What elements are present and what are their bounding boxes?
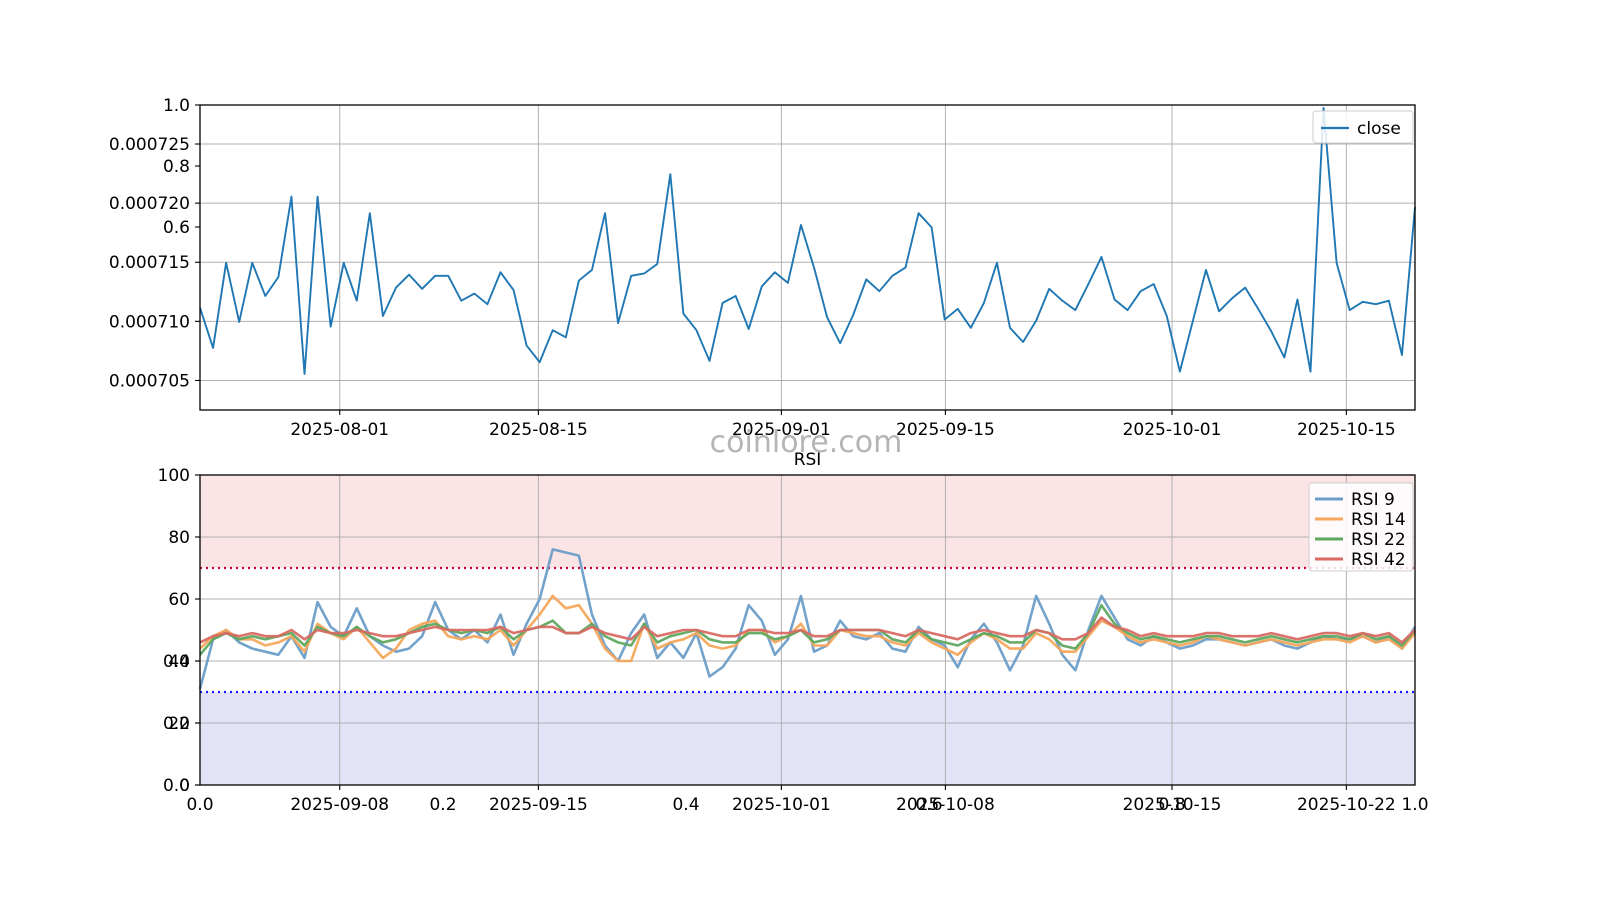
rsi-overlay-xtick-label: 0.0 <box>186 795 213 815</box>
price-xtick-label: 2025-08-01 <box>290 420 389 440</box>
rsi-overlay-ytick-label: 0.2 <box>163 714 190 734</box>
rsi-xtick-label: 2025-10-01 <box>732 795 831 815</box>
price-legend-box <box>1312 110 1414 144</box>
price-ytick-label: 0.000720 <box>109 194 190 214</box>
rsi-ytick-label: 60 <box>168 590 190 610</box>
rsi-overlay-ytick-label: 0.0 <box>163 776 190 796</box>
rsi-ytick-label: 100 <box>158 466 190 486</box>
watermark-label: coinlore.com <box>710 425 903 460</box>
rsi-overlay-xtick-label: 0.4 <box>672 795 699 815</box>
rsi-legend-box <box>1308 482 1414 572</box>
price-ytick-label: 0.000710 <box>109 312 190 332</box>
price-xtick-label: 2025-10-15 <box>1297 420 1396 440</box>
rsi-band-oversold-band <box>200 692 1415 785</box>
price-ytick-label: 0.000725 <box>109 135 190 155</box>
rsi-xtick-label: 2025-10-08 <box>896 795 995 815</box>
price-ytick-label: 0.000715 <box>109 253 190 273</box>
rsi-overlay-xtick-label: 1.0 <box>1401 795 1428 815</box>
rsi-ytick-label: 80 <box>168 528 190 548</box>
price-axes-frame <box>199 104 1416 411</box>
rsi-series-rsi-22 <box>199 603 1416 656</box>
rsi-series-rsi-9 <box>198 548 1417 690</box>
price-ytick-label: 0.000705 <box>109 371 190 391</box>
price-xtick-label: 2025-09-01 <box>732 420 831 440</box>
rsi-legend-label: RSI 9 <box>1351 490 1395 510</box>
rsi-legend-label: RSI 14 <box>1351 510 1406 530</box>
rsi-ytick-label: 20 <box>168 714 190 734</box>
rsi-overlay-xtick-label: 0.8 <box>1158 795 1185 815</box>
rsi-axes-frame <box>199 474 1416 786</box>
rsi-overlay-xtick-label: 0.6 <box>915 795 942 815</box>
price-xtick-label: 2025-10-01 <box>1123 420 1222 440</box>
rsi-overlay-ytick-label: 0.4 <box>163 652 190 672</box>
rsi-overlay-xtick-label: 0.2 <box>429 795 456 815</box>
price-series-close <box>199 107 1416 375</box>
rsi-band-overbought-band <box>200 475 1415 568</box>
rsi-ytick-label: 0 <box>179 776 190 796</box>
rsi-xtick-label: 2025-10-22 <box>1297 795 1396 815</box>
price-overlay-ytick-label: 0.8 <box>163 157 190 177</box>
price-plot-area <box>200 105 1415 410</box>
price-chart-panel: 0.000705 0.000710 0.000715 0.000720 0.000725… <box>109 96 1416 440</box>
rsi-legend-label: RSI 42 <box>1351 550 1406 570</box>
rsi-ytick-label: 40 <box>168 652 190 672</box>
rsi-xtick-label: 2025-09-15 <box>489 795 588 815</box>
price-xtick-label: 2025-09-15 <box>896 420 995 440</box>
rsi-xtick-label: 2025-10-15 <box>1123 795 1222 815</box>
watermark: coinlore.com <box>710 425 903 460</box>
rsi-legend-label: RSI 22 <box>1351 530 1406 550</box>
price-overlay-ytick-label: 0.6 <box>163 218 190 238</box>
price-overlay-ytick-label: 1.0 <box>163 96 190 116</box>
rsi-series-rsi-42 <box>199 616 1416 644</box>
rsi-xtick-label: 2025-09-08 <box>290 795 389 815</box>
rsi-subplot-title: RSI <box>794 450 822 470</box>
price-legend-label: close <box>1357 119 1401 139</box>
rsi-chart-panel: 0 20 40 60 80 100 0.0 0.2 0.4 2025-09-08 2025-09-1… <box>158 450 1429 815</box>
price-xtick-label: 2025-08-15 <box>489 420 588 440</box>
